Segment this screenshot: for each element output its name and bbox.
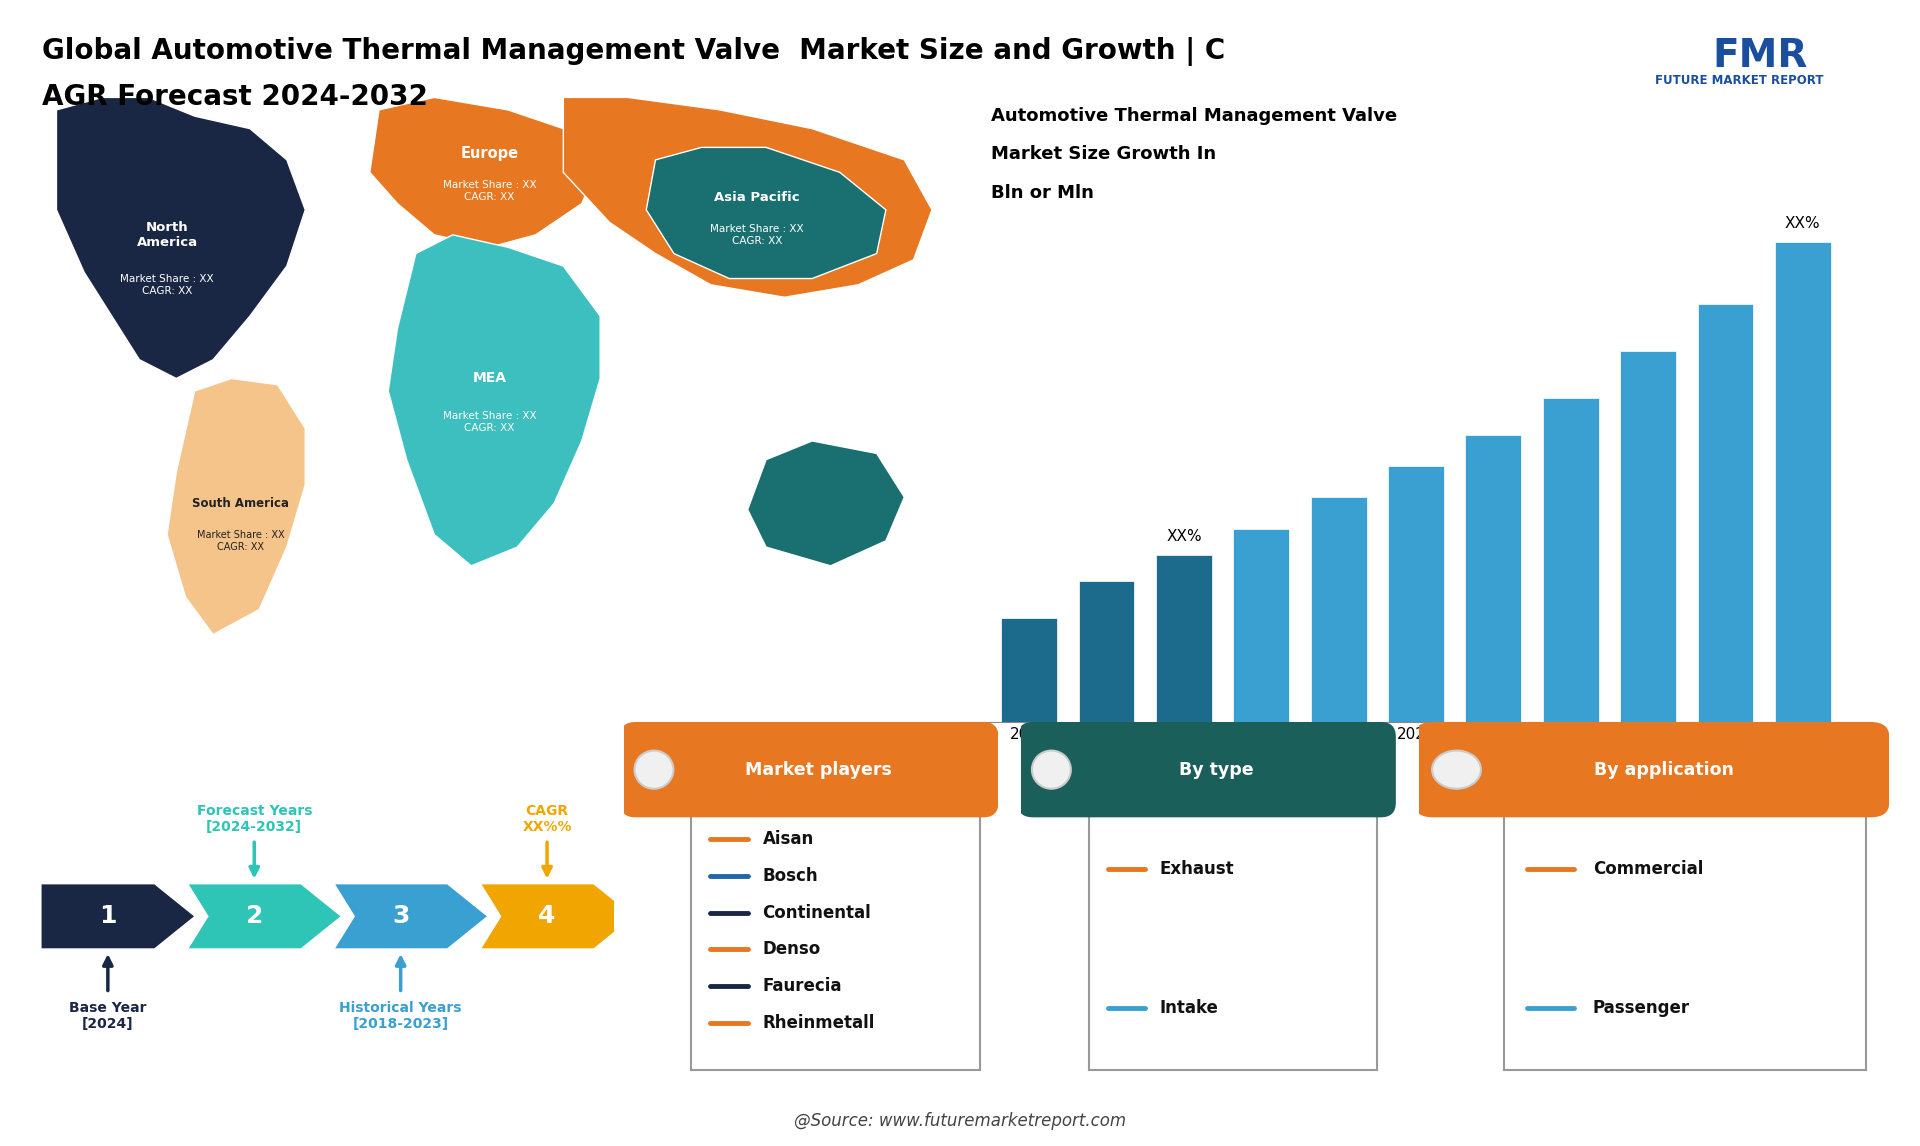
- Polygon shape: [563, 97, 931, 297]
- Bar: [1311, 497, 1367, 722]
- Polygon shape: [388, 235, 601, 566]
- Text: AGR Forecast 2024-2032: AGR Forecast 2024-2032: [42, 83, 428, 110]
- Text: Historical Years
[2018-2023]: Historical Years [2018-2023]: [340, 1000, 463, 1031]
- Text: Denso: Denso: [762, 941, 820, 958]
- Polygon shape: [371, 97, 601, 248]
- Text: Market Share : XX
CAGR: XX: Market Share : XX CAGR: XX: [444, 411, 536, 433]
- Text: 4: 4: [538, 904, 555, 928]
- Text: CAGR
XX%%: CAGR XX%%: [522, 803, 572, 834]
- Text: XX%: XX%: [1786, 217, 1820, 231]
- Text: Base Year
[2024]: Base Year [2024]: [69, 1000, 146, 1031]
- Text: FUTURE MARKET REPORT: FUTURE MARKET REPORT: [1655, 74, 1824, 87]
- Bar: [1156, 555, 1212, 722]
- Text: Market Size Growth In: Market Size Growth In: [991, 146, 1215, 164]
- Text: Intake: Intake: [1160, 999, 1219, 1017]
- FancyBboxPatch shape: [1018, 722, 1396, 817]
- Text: By application: By application: [1594, 761, 1734, 778]
- Text: Commercial: Commercial: [1594, 860, 1703, 878]
- Circle shape: [1031, 751, 1071, 788]
- Polygon shape: [480, 884, 636, 949]
- Text: FMR: FMR: [1713, 37, 1809, 74]
- Text: Market Share : XX
CAGR: XX: Market Share : XX CAGR: XX: [121, 274, 213, 296]
- Text: Exhaust: Exhaust: [1160, 860, 1235, 878]
- Text: Europe: Europe: [461, 147, 518, 162]
- Polygon shape: [56, 97, 305, 378]
- Text: Continental: Continental: [762, 904, 872, 921]
- Polygon shape: [747, 441, 904, 566]
- Text: Market Share : XX
CAGR: XX: Market Share : XX CAGR: XX: [444, 180, 536, 202]
- Text: Bosch: Bosch: [762, 868, 818, 885]
- Text: Global Automotive Thermal Management Valve  Market Size and Growth | C: Global Automotive Thermal Management Val…: [42, 37, 1225, 65]
- Text: Faurecia: Faurecia: [762, 978, 843, 995]
- Circle shape: [1432, 751, 1480, 788]
- Text: Aisan: Aisan: [762, 831, 814, 848]
- FancyBboxPatch shape: [1415, 722, 1889, 817]
- Polygon shape: [40, 884, 196, 949]
- Text: Forecast Years
[2024-2032]: Forecast Years [2024-2032]: [196, 803, 313, 834]
- Polygon shape: [167, 378, 305, 635]
- Text: Market Share : XX
CAGR: XX: Market Share : XX CAGR: XX: [710, 223, 804, 245]
- Text: Market players: Market players: [745, 761, 893, 778]
- Text: 3: 3: [392, 904, 409, 928]
- Bar: [1079, 581, 1135, 722]
- Text: Market Share : XX
CAGR: XX: Market Share : XX CAGR: XX: [198, 531, 284, 551]
- Circle shape: [634, 751, 674, 788]
- Text: MEA: MEA: [472, 371, 507, 385]
- Bar: [1697, 304, 1753, 722]
- Text: South America: South America: [192, 497, 290, 510]
- Bar: [1002, 618, 1058, 722]
- Text: Rheinmetall: Rheinmetall: [762, 1014, 876, 1031]
- Text: 2: 2: [246, 904, 263, 928]
- Text: XX%: XX%: [1165, 529, 1202, 544]
- Text: North
America: North America: [136, 221, 198, 249]
- FancyBboxPatch shape: [620, 722, 998, 817]
- Text: Passenger: Passenger: [1594, 999, 1690, 1017]
- Text: 1: 1: [100, 904, 117, 928]
- Text: Automotive Thermal Management Valve: Automotive Thermal Management Valve: [991, 107, 1396, 125]
- Bar: [1774, 242, 1830, 722]
- Text: Asia Pacific: Asia Pacific: [714, 191, 799, 204]
- Bar: [1233, 528, 1288, 722]
- Polygon shape: [647, 148, 885, 278]
- Bar: [1544, 398, 1599, 722]
- Bar: [1465, 434, 1521, 722]
- Text: @Source: www.futuremarketreport.com: @Source: www.futuremarketreport.com: [795, 1112, 1125, 1130]
- Text: By type: By type: [1179, 761, 1254, 778]
- Polygon shape: [334, 884, 488, 949]
- Text: Bln or Mln: Bln or Mln: [991, 183, 1094, 202]
- Polygon shape: [186, 884, 342, 949]
- Bar: [1388, 466, 1444, 722]
- Bar: [1620, 351, 1676, 722]
